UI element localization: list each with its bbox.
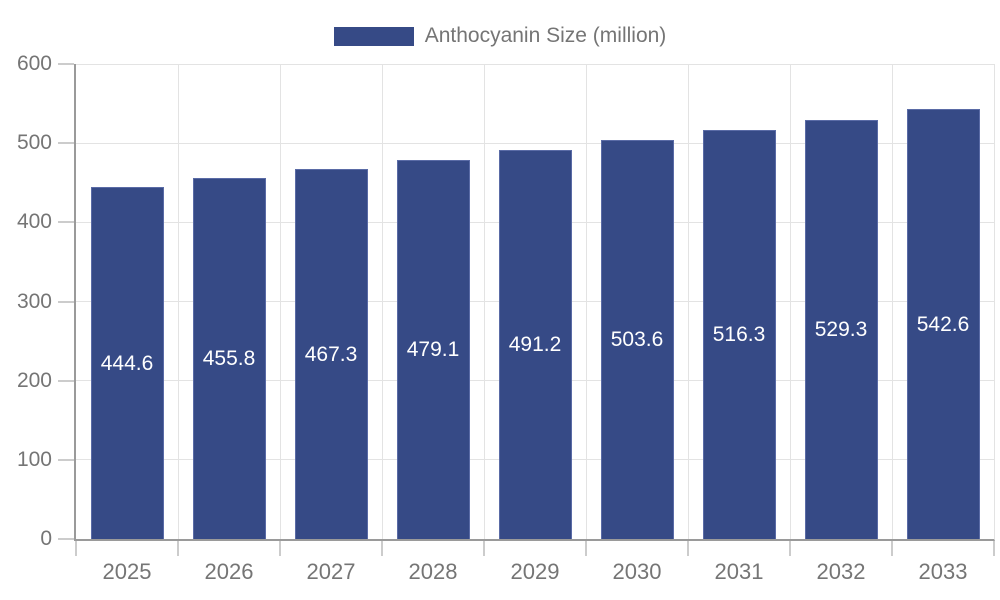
bar: 516.3: [702, 130, 776, 539]
bar: 503.6: [600, 140, 674, 539]
plot-area: 444.6 455.8 467.3 479.1 491.2 503.6 516.3 529.3…: [74, 63, 995, 541]
x-tick-mark: [177, 541, 179, 556]
y-tick-label: 100: [16, 447, 52, 471]
y-tick-label: 0: [40, 527, 52, 550]
legend-label: Anthocyanin Size (million): [424, 24, 667, 47]
x-gridline: [177, 64, 179, 539]
bar-value-label: 516.3: [712, 323, 766, 347]
x-tick-mark: [279, 541, 281, 556]
x-tick-label: 2029: [510, 559, 560, 584]
bar-value-label: 455.8: [202, 347, 256, 371]
x-tick-label: 2028: [408, 559, 458, 584]
y-tick-label: 200: [16, 368, 52, 392]
x-tick-mark: [687, 541, 689, 556]
bar-value-label: 467.3: [304, 342, 358, 366]
x-tick-mark: [585, 541, 587, 556]
x-tick-mark: [789, 541, 791, 556]
bar: 542.6: [906, 109, 980, 539]
bar-value-label: 479.1: [406, 337, 460, 361]
y-tick-mark: [58, 379, 74, 382]
x-tick-mark: [891, 541, 893, 556]
y-tick-mark: [58, 142, 74, 145]
y-tick-mark: [58, 538, 74, 540]
bar: 491.2: [498, 150, 572, 539]
y-tick-label: 300: [16, 289, 52, 313]
x-gridline: [483, 64, 485, 539]
bar: 467.3: [294, 169, 368, 539]
bar-value-label: 503.6: [610, 328, 664, 352]
x-tick-mark: [993, 541, 995, 556]
x-tick-mark: [75, 541, 77, 556]
bar: 455.8: [192, 178, 266, 539]
y-tick-mark: [58, 300, 74, 303]
y-tick-label: 500: [16, 131, 52, 155]
x-tick-label: 2033: [918, 559, 968, 584]
x-tick-mark: [381, 541, 383, 556]
bar: 529.3: [804, 119, 878, 539]
y-gridline: [76, 63, 994, 65]
bar-value-label: 444.6: [100, 351, 154, 375]
x-tick-label: 2032: [816, 559, 866, 584]
x-tick-label: 2030: [612, 559, 662, 584]
x-gridline: [585, 64, 587, 539]
x-tick-label: 2025: [102, 559, 152, 584]
x-tick-label: 2031: [714, 559, 764, 584]
x-gridline: [381, 64, 383, 539]
x-axis: 2025 2026 2027 2028 2029 2030 2031 2032 2033: [74, 541, 995, 596]
x-gridline: [279, 64, 281, 539]
y-tick-label: 600: [16, 52, 52, 75]
x-gridline: [789, 64, 791, 539]
x-tick-label: 2026: [204, 559, 254, 584]
legend-swatch: [333, 26, 414, 46]
x-tick-mark: [483, 541, 485, 556]
bar: 444.6: [90, 187, 164, 539]
x-tick-label: 2027: [306, 559, 356, 584]
y-axis: 0 100 200 300 400 500 600: [0, 52, 74, 550]
y-tick-label: 400: [16, 210, 52, 234]
chart-legend: Anthocyanin Size (million): [0, 24, 1000, 48]
bar-value-label: 542.6: [916, 312, 970, 336]
y-tick-mark: [58, 221, 74, 224]
y-tick-mark: [58, 458, 74, 461]
y-gridline: [76, 142, 994, 144]
x-gridline: [891, 64, 893, 539]
bar-value-label: 491.2: [508, 333, 562, 357]
bar-value-label: 529.3: [814, 317, 868, 341]
bar: 479.1: [396, 159, 470, 539]
y-tick-mark: [58, 63, 74, 65]
x-gridline: [687, 64, 689, 539]
